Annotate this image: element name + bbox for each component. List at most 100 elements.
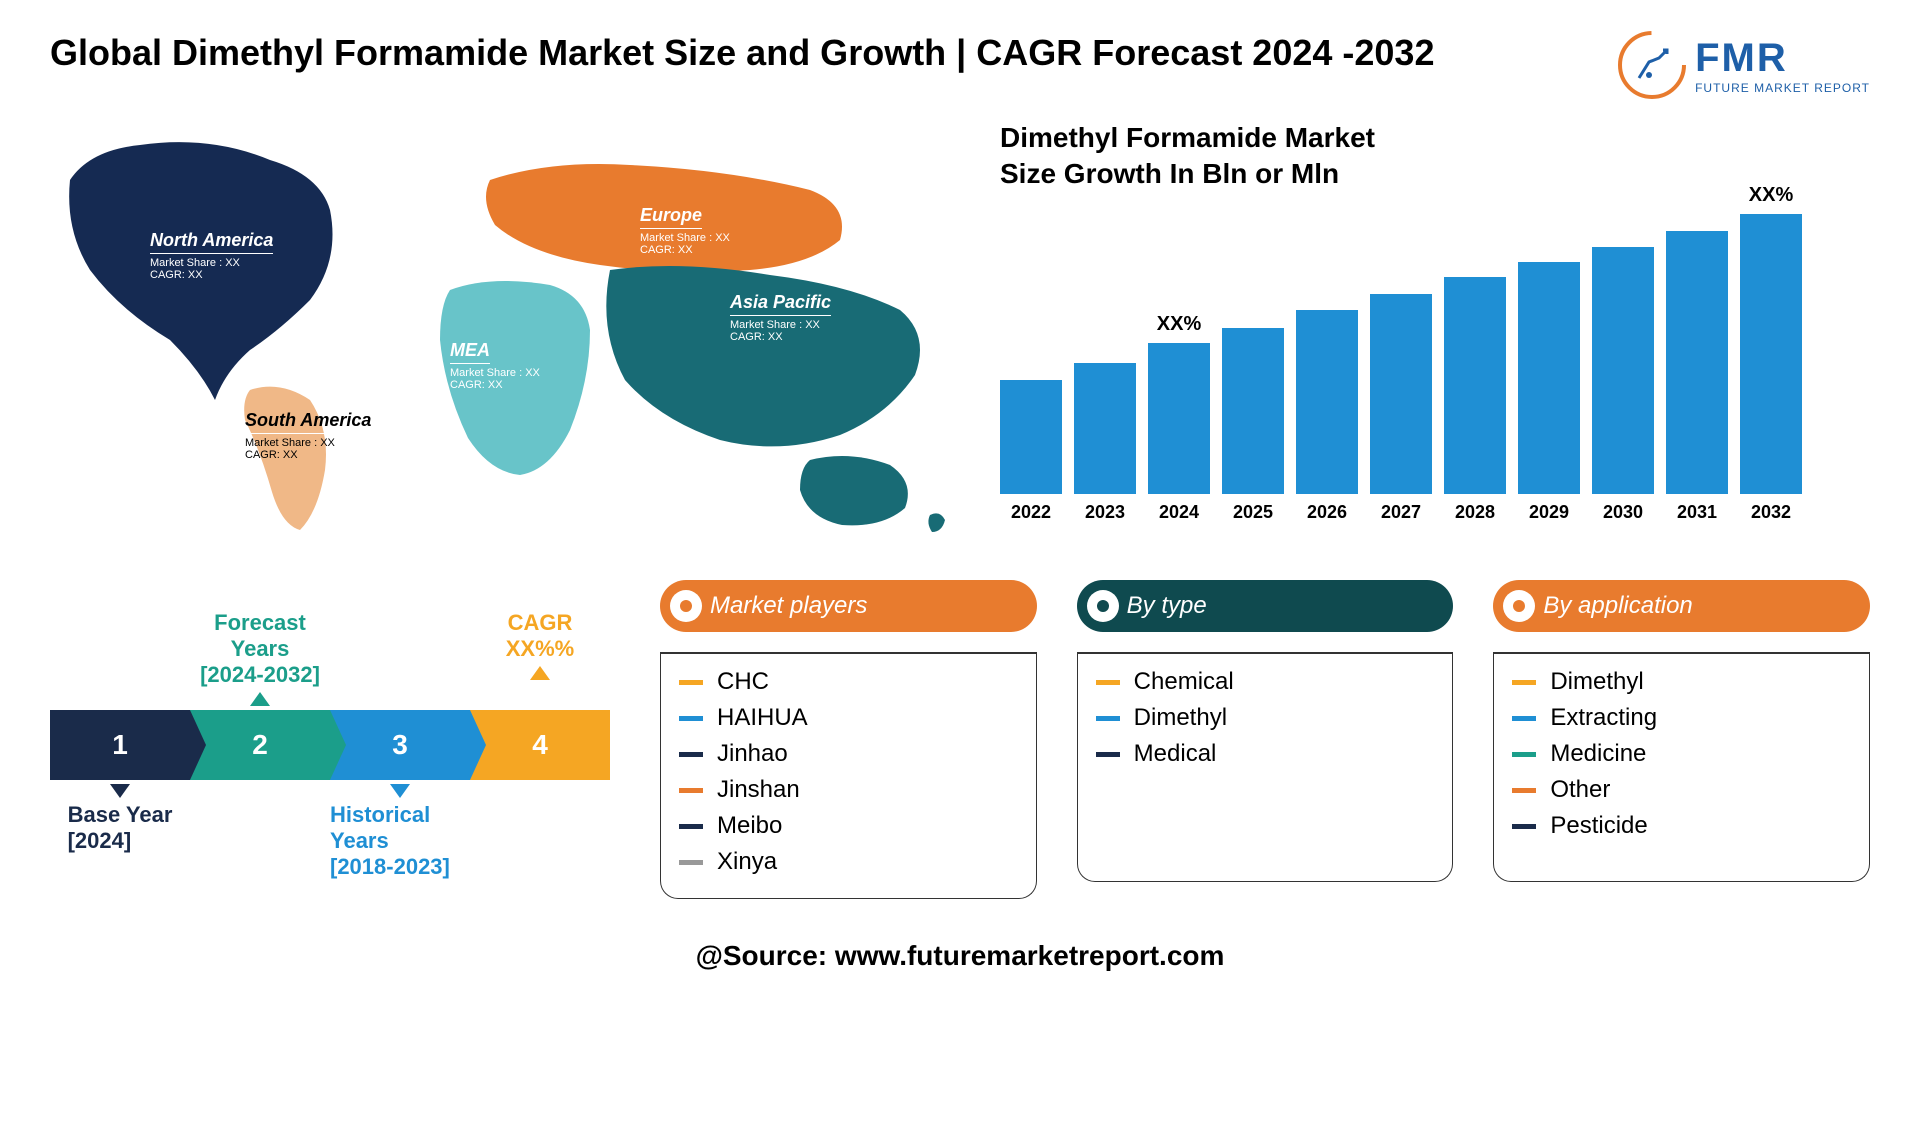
bar-annotation: XX%: [1157, 313, 1201, 336]
timeline-segment: 4: [470, 710, 610, 780]
bar-label: 2031: [1677, 502, 1717, 523]
timeline-top-slot: [50, 610, 190, 710]
info-item-label: Chemical: [1134, 668, 1234, 696]
info-item-label: Dimethyl: [1134, 704, 1227, 732]
info-item-label: HAIHUA: [717, 704, 808, 732]
bar-label: 2032: [1751, 502, 1791, 523]
bar: [1666, 231, 1728, 494]
dash-icon: [1512, 824, 1536, 829]
info-item: HAIHUA: [679, 700, 1018, 736]
dash-icon: [679, 788, 703, 793]
timeline-bottom-slot: Historical Years[2018-2023]: [330, 780, 470, 880]
bar-item: 2022: [1000, 380, 1062, 523]
bar-item: 2029: [1518, 262, 1580, 523]
logo-brand: FMR: [1695, 36, 1870, 81]
bar-label: 2024: [1159, 502, 1199, 523]
bar-label: 2022: [1011, 502, 1051, 523]
main-row: North AmericaMarket Share : XXCAGR: XXSo…: [50, 120, 1870, 540]
fmr-logo-icon: [1617, 30, 1687, 100]
dash-icon: [1512, 680, 1536, 685]
source-text: @Source: www.futuremarketreport.com: [50, 940, 1870, 972]
info-item: Medical: [1096, 736, 1435, 772]
info-item-label: Medicine: [1550, 740, 1646, 768]
dash-icon: [1512, 716, 1536, 721]
arrow-down-icon: [390, 784, 410, 798]
dash-icon: [1512, 752, 1536, 757]
bar-label: 2028: [1455, 502, 1495, 523]
bar: [1148, 343, 1210, 494]
info-list: CHC HAIHUA Jinhao Jinshan Meibo Xinya: [660, 652, 1037, 899]
bar: [1592, 247, 1654, 494]
info-item: Medicine: [1512, 736, 1851, 772]
info-item: Dimethyl: [1512, 664, 1851, 700]
bar-label: 2026: [1307, 502, 1347, 523]
info-item: Jinhao: [679, 736, 1018, 772]
timeline-segment: 2: [190, 710, 330, 780]
info-list: Chemical Dimethyl Medical: [1077, 652, 1454, 882]
column-pill: Market players: [660, 580, 1037, 632]
bar-label: 2030: [1603, 502, 1643, 523]
timeline-bottom-slot: [190, 780, 330, 880]
info-item: Xinya: [679, 844, 1018, 880]
timeline-bar: 1234: [50, 710, 610, 780]
info-item: CHC: [679, 664, 1018, 700]
bar-item: XX%2032: [1740, 214, 1802, 523]
page-title: Global Dimethyl Formamide Market Size an…: [50, 30, 1434, 77]
timeline-top-label: CAGRXX%%: [506, 610, 574, 662]
bar-label: 2029: [1529, 502, 1569, 523]
info-item-label: CHC: [717, 668, 769, 696]
timeline: Forecast Years[2024-2032] CAGRXX%% 1234 B…: [50, 580, 610, 900]
dash-icon: [679, 752, 703, 757]
timeline-top-label: Forecast Years[2024-2032]: [190, 610, 330, 688]
bar-item: 2031: [1666, 231, 1728, 523]
info-item: Dimethyl: [1096, 700, 1435, 736]
dash-icon: [1512, 788, 1536, 793]
bar-item: 2026: [1296, 310, 1358, 523]
bar-item: 2025: [1222, 328, 1284, 523]
bar: [1370, 294, 1432, 494]
info-item-label: Extracting: [1550, 704, 1657, 732]
region-label-north-america: North AmericaMarket Share : XXCAGR: XX: [150, 230, 273, 281]
bar-chart-section: Dimethyl Formamide Market Size Growth In…: [1000, 120, 1870, 540]
timeline-top-slot: Forecast Years[2024-2032]: [190, 610, 330, 710]
timeline-top-slot: [330, 610, 470, 710]
info-item-label: Xinya: [717, 848, 777, 876]
bar-item: 2023: [1074, 363, 1136, 523]
region-label-asia-pacific: Asia PacificMarket Share : XXCAGR: XX: [730, 292, 831, 343]
bar-item: 2030: [1592, 247, 1654, 523]
info-item-label: Jinshan: [717, 776, 800, 804]
arrow-up-icon: [250, 692, 270, 706]
info-column: Market players CHC HAIHUA Jinhao Jinshan Meib…: [660, 580, 1037, 899]
dash-icon: [679, 860, 703, 865]
bar-item: 2027: [1370, 294, 1432, 523]
world-map: North AmericaMarket Share : XXCAGR: XXSo…: [50, 120, 970, 540]
info-list: Dimethyl Extracting Medicine Other Pesticide: [1493, 652, 1870, 882]
dash-icon: [679, 716, 703, 721]
dash-icon: [1096, 752, 1120, 757]
bar: [1000, 380, 1062, 494]
info-item-label: Pesticide: [1550, 812, 1647, 840]
chart-title: Dimethyl Formamide Market Size Growth In…: [1000, 120, 1400, 193]
bottom-row: Forecast Years[2024-2032] CAGRXX%% 1234 B…: [50, 580, 1870, 900]
bar-item: 2028: [1444, 277, 1506, 523]
info-columns: Market players CHC HAIHUA Jinhao Jinshan Meib…: [660, 580, 1870, 899]
info-item: Meibo: [679, 808, 1018, 844]
timeline-segment: 3: [330, 710, 470, 780]
bar: [1074, 363, 1136, 494]
info-item-label: Jinhao: [717, 740, 788, 768]
timeline-bottom-label: Base Year[2024]: [68, 802, 173, 854]
bar-label: 2023: [1085, 502, 1125, 523]
timeline-segment: 1: [50, 710, 190, 780]
info-item: Other: [1512, 772, 1851, 808]
column-pill: By application: [1493, 580, 1870, 632]
info-item: Extracting: [1512, 700, 1851, 736]
timeline-top-slot: CAGRXX%%: [470, 610, 610, 710]
bar-annotation: XX%: [1749, 184, 1793, 207]
timeline-bottom-slot: [470, 780, 610, 880]
bar-label: 2025: [1233, 502, 1273, 523]
bar: [1518, 262, 1580, 494]
info-column: By application Dimethyl Extracting Medicine…: [1493, 580, 1870, 899]
map-svg: [50, 120, 970, 540]
info-item: Chemical: [1096, 664, 1435, 700]
info-item: Jinshan: [679, 772, 1018, 808]
